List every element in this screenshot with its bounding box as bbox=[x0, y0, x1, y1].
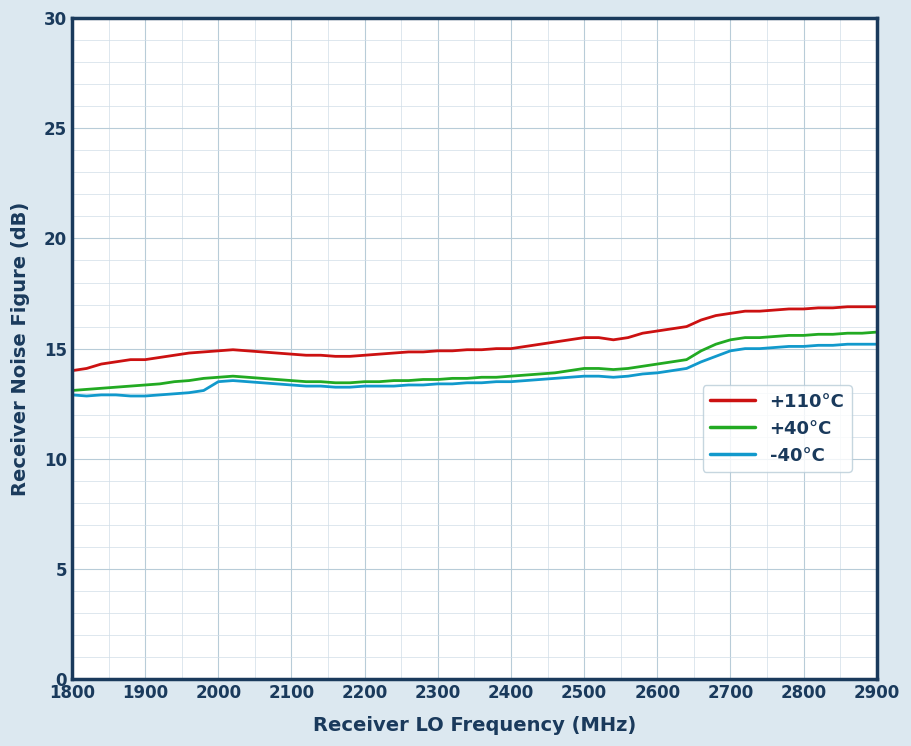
+110°C bbox=[81, 364, 92, 373]
+40°C bbox=[593, 364, 604, 373]
-40°C bbox=[535, 375, 546, 384]
+40°C bbox=[564, 366, 575, 375]
-40°C bbox=[67, 390, 77, 399]
Line: -40°C: -40°C bbox=[72, 344, 876, 396]
+40°C bbox=[681, 355, 692, 364]
-40°C bbox=[81, 392, 92, 401]
+110°C bbox=[593, 333, 604, 342]
+110°C bbox=[520, 342, 531, 351]
-40°C bbox=[871, 339, 882, 348]
-40°C bbox=[842, 339, 853, 348]
+40°C bbox=[520, 371, 531, 380]
-40°C bbox=[696, 357, 707, 366]
+40°C bbox=[871, 327, 882, 336]
+110°C bbox=[67, 366, 77, 375]
+110°C bbox=[842, 302, 853, 311]
Legend: +110°C, +40°C, -40°C: +110°C, +40°C, -40°C bbox=[702, 385, 852, 471]
+110°C bbox=[359, 351, 370, 360]
+110°C bbox=[681, 322, 692, 331]
Y-axis label: Receiver Noise Figure (dB): Receiver Noise Figure (dB) bbox=[11, 201, 30, 496]
-40°C bbox=[374, 382, 384, 391]
X-axis label: Receiver LO Frequency (MHz): Receiver LO Frequency (MHz) bbox=[312, 716, 636, 735]
+110°C bbox=[871, 302, 882, 311]
+40°C bbox=[81, 385, 92, 394]
Line: +40°C: +40°C bbox=[72, 332, 876, 390]
+40°C bbox=[67, 386, 77, 395]
+110°C bbox=[564, 336, 575, 345]
-40°C bbox=[578, 372, 589, 380]
Line: +110°C: +110°C bbox=[72, 307, 876, 371]
+40°C bbox=[359, 377, 370, 386]
-40°C bbox=[608, 373, 619, 382]
-40°C bbox=[96, 390, 107, 399]
